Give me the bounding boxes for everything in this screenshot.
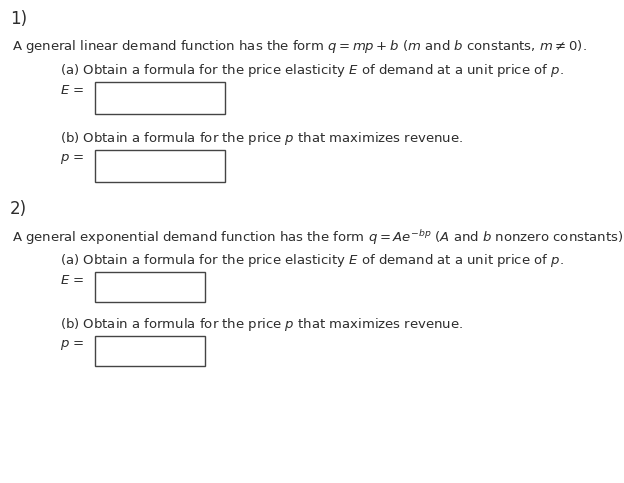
Text: (a) Obtain a formula for the price elasticity $E$ of demand at a unit price of $: (a) Obtain a formula for the price elast… <box>60 62 563 79</box>
Text: 1): 1) <box>10 10 27 28</box>
Text: $p$ =: $p$ = <box>60 152 84 166</box>
FancyBboxPatch shape <box>95 272 205 302</box>
Text: (a) Obtain a formula for the price elasticity $E$ of demand at a unit price of $: (a) Obtain a formula for the price elast… <box>60 252 563 269</box>
Text: $E$ =: $E$ = <box>60 84 84 97</box>
FancyBboxPatch shape <box>95 336 205 366</box>
FancyBboxPatch shape <box>95 82 225 114</box>
Text: A general exponential demand function has the form $q = Ae^{-bp}$ ($A$ and $b$ n: A general exponential demand function ha… <box>12 228 624 247</box>
Text: $p$ =: $p$ = <box>60 338 84 352</box>
Text: A general linear demand function has the form $q = mp + b$ ($m$ and $b$ constant: A general linear demand function has the… <box>12 38 587 55</box>
FancyBboxPatch shape <box>95 150 225 182</box>
Text: $E$ =: $E$ = <box>60 274 84 287</box>
Text: (b) Obtain a formula for the price $p$ that maximizes revenue.: (b) Obtain a formula for the price $p$ t… <box>60 130 463 147</box>
Text: (b) Obtain a formula for the price $p$ that maximizes revenue.: (b) Obtain a formula for the price $p$ t… <box>60 316 463 333</box>
Text: 2): 2) <box>10 200 27 218</box>
